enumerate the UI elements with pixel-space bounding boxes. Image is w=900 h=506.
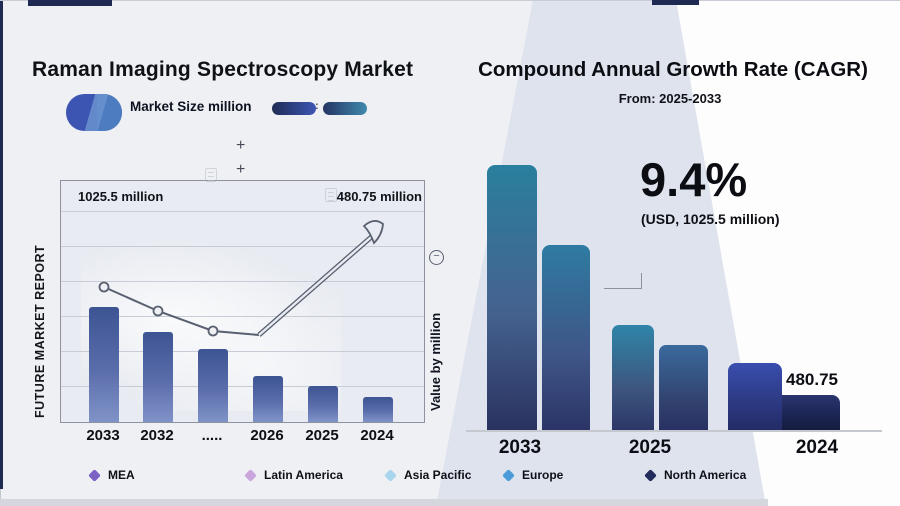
corner-bracket-decoration (604, 273, 642, 289)
cagr-x-tick-2025: 2025 (628, 437, 672, 458)
cagr-bar-2024-a (728, 363, 782, 430)
x-tick-2033: 2033 (86, 427, 120, 444)
cagr-x-tick-2024: 2024 (795, 437, 839, 458)
ghost-clipboard-icon (205, 168, 217, 182)
cagr-basis-note: (USD, 1025.5 million) (641, 211, 780, 227)
side-watermark-text: FUTURE MARKET REPORT (33, 244, 47, 418)
left-frame-bar (0, 0, 3, 489)
cagr-bar-2025-a (612, 325, 654, 430)
x-axis-line (466, 430, 882, 432)
legend-item-latin-america: Latin America (244, 468, 343, 482)
gridline (61, 281, 424, 282)
bar-value-480: 480.75 (786, 370, 838, 389)
x-tick-dots: ..... (201, 427, 223, 444)
cagr-bar-2024-b (782, 395, 840, 430)
gridline (61, 246, 424, 247)
bar-dots (198, 349, 228, 422)
x-tick-2032: 2032 (140, 427, 174, 444)
gridline (61, 211, 424, 212)
legend-label: North America (664, 468, 747, 482)
legend-label: Latin America (264, 468, 343, 482)
plus-icon[interactable]: + (236, 161, 246, 178)
bar-2025 (308, 386, 338, 422)
legend-label: MEA (108, 468, 135, 482)
capsule-icon (66, 94, 122, 131)
x-tick-2024: 2024 (360, 427, 394, 444)
end-value-label: 480.75 million (336, 189, 422, 204)
diamond-marker-icon (502, 468, 515, 482)
series-label: Market Size million (130, 99, 252, 114)
cagr-bar-2033-b (542, 245, 590, 430)
minus-circle-icon[interactable]: − (429, 250, 444, 265)
top-frame-line (0, 0, 900, 1)
legend-item-north-america: North America (644, 468, 747, 482)
top-frame-accent-right (652, 0, 699, 5)
legend-item-asia-pacific: Asia Pacific (384, 468, 472, 482)
ghost-clipboard-icon (325, 188, 337, 202)
ratio-pill-left (272, 102, 316, 115)
diamond-marker-icon (384, 468, 397, 482)
bottom-frame-bar (0, 499, 768, 506)
bar-2033 (89, 307, 119, 422)
cagr-title: Compound Annual Growth Rate (CAGR) (478, 58, 868, 81)
diamond-marker-icon (244, 468, 257, 482)
cagr-subtitle: From: 2025-2033 (618, 91, 722, 106)
gridline (61, 386, 424, 387)
legend-item-mea: MEA (88, 468, 135, 482)
diamond-marker-icon (88, 468, 101, 482)
gridline (61, 316, 424, 317)
gridline (61, 351, 424, 352)
trend-line-with-arrow (98, 220, 384, 337)
top-frame-accent-left (28, 0, 112, 6)
ratio-separator: : (315, 100, 319, 112)
cagr-bar-2025-b (659, 345, 708, 430)
ratio-pill-right (323, 102, 367, 115)
cagr-bar-2033-a (487, 165, 537, 430)
cagr-x-tick-2033: 2033 (498, 437, 542, 458)
x-tick-2025: 2025 (305, 427, 339, 444)
cagr-percentage: 9.4% (640, 153, 748, 206)
plus-icon[interactable]: + (236, 137, 246, 154)
y-axis-label: Value by million (428, 312, 443, 411)
x-tick-2026: 2026 (250, 427, 284, 444)
bar-2024 (363, 397, 393, 422)
bar-2026 (253, 376, 283, 422)
legend-item-europe: Europe (502, 468, 564, 482)
diamond-marker-icon (644, 468, 657, 482)
legend-label: Asia Pacific (404, 468, 472, 482)
bar-2032 (143, 332, 173, 422)
legend-label: Europe (522, 468, 564, 482)
page-title: Raman Imaging Spectroscopy Market (32, 58, 414, 81)
start-value-label: 1025.5 million (78, 189, 164, 204)
market-size-chart (60, 180, 425, 423)
